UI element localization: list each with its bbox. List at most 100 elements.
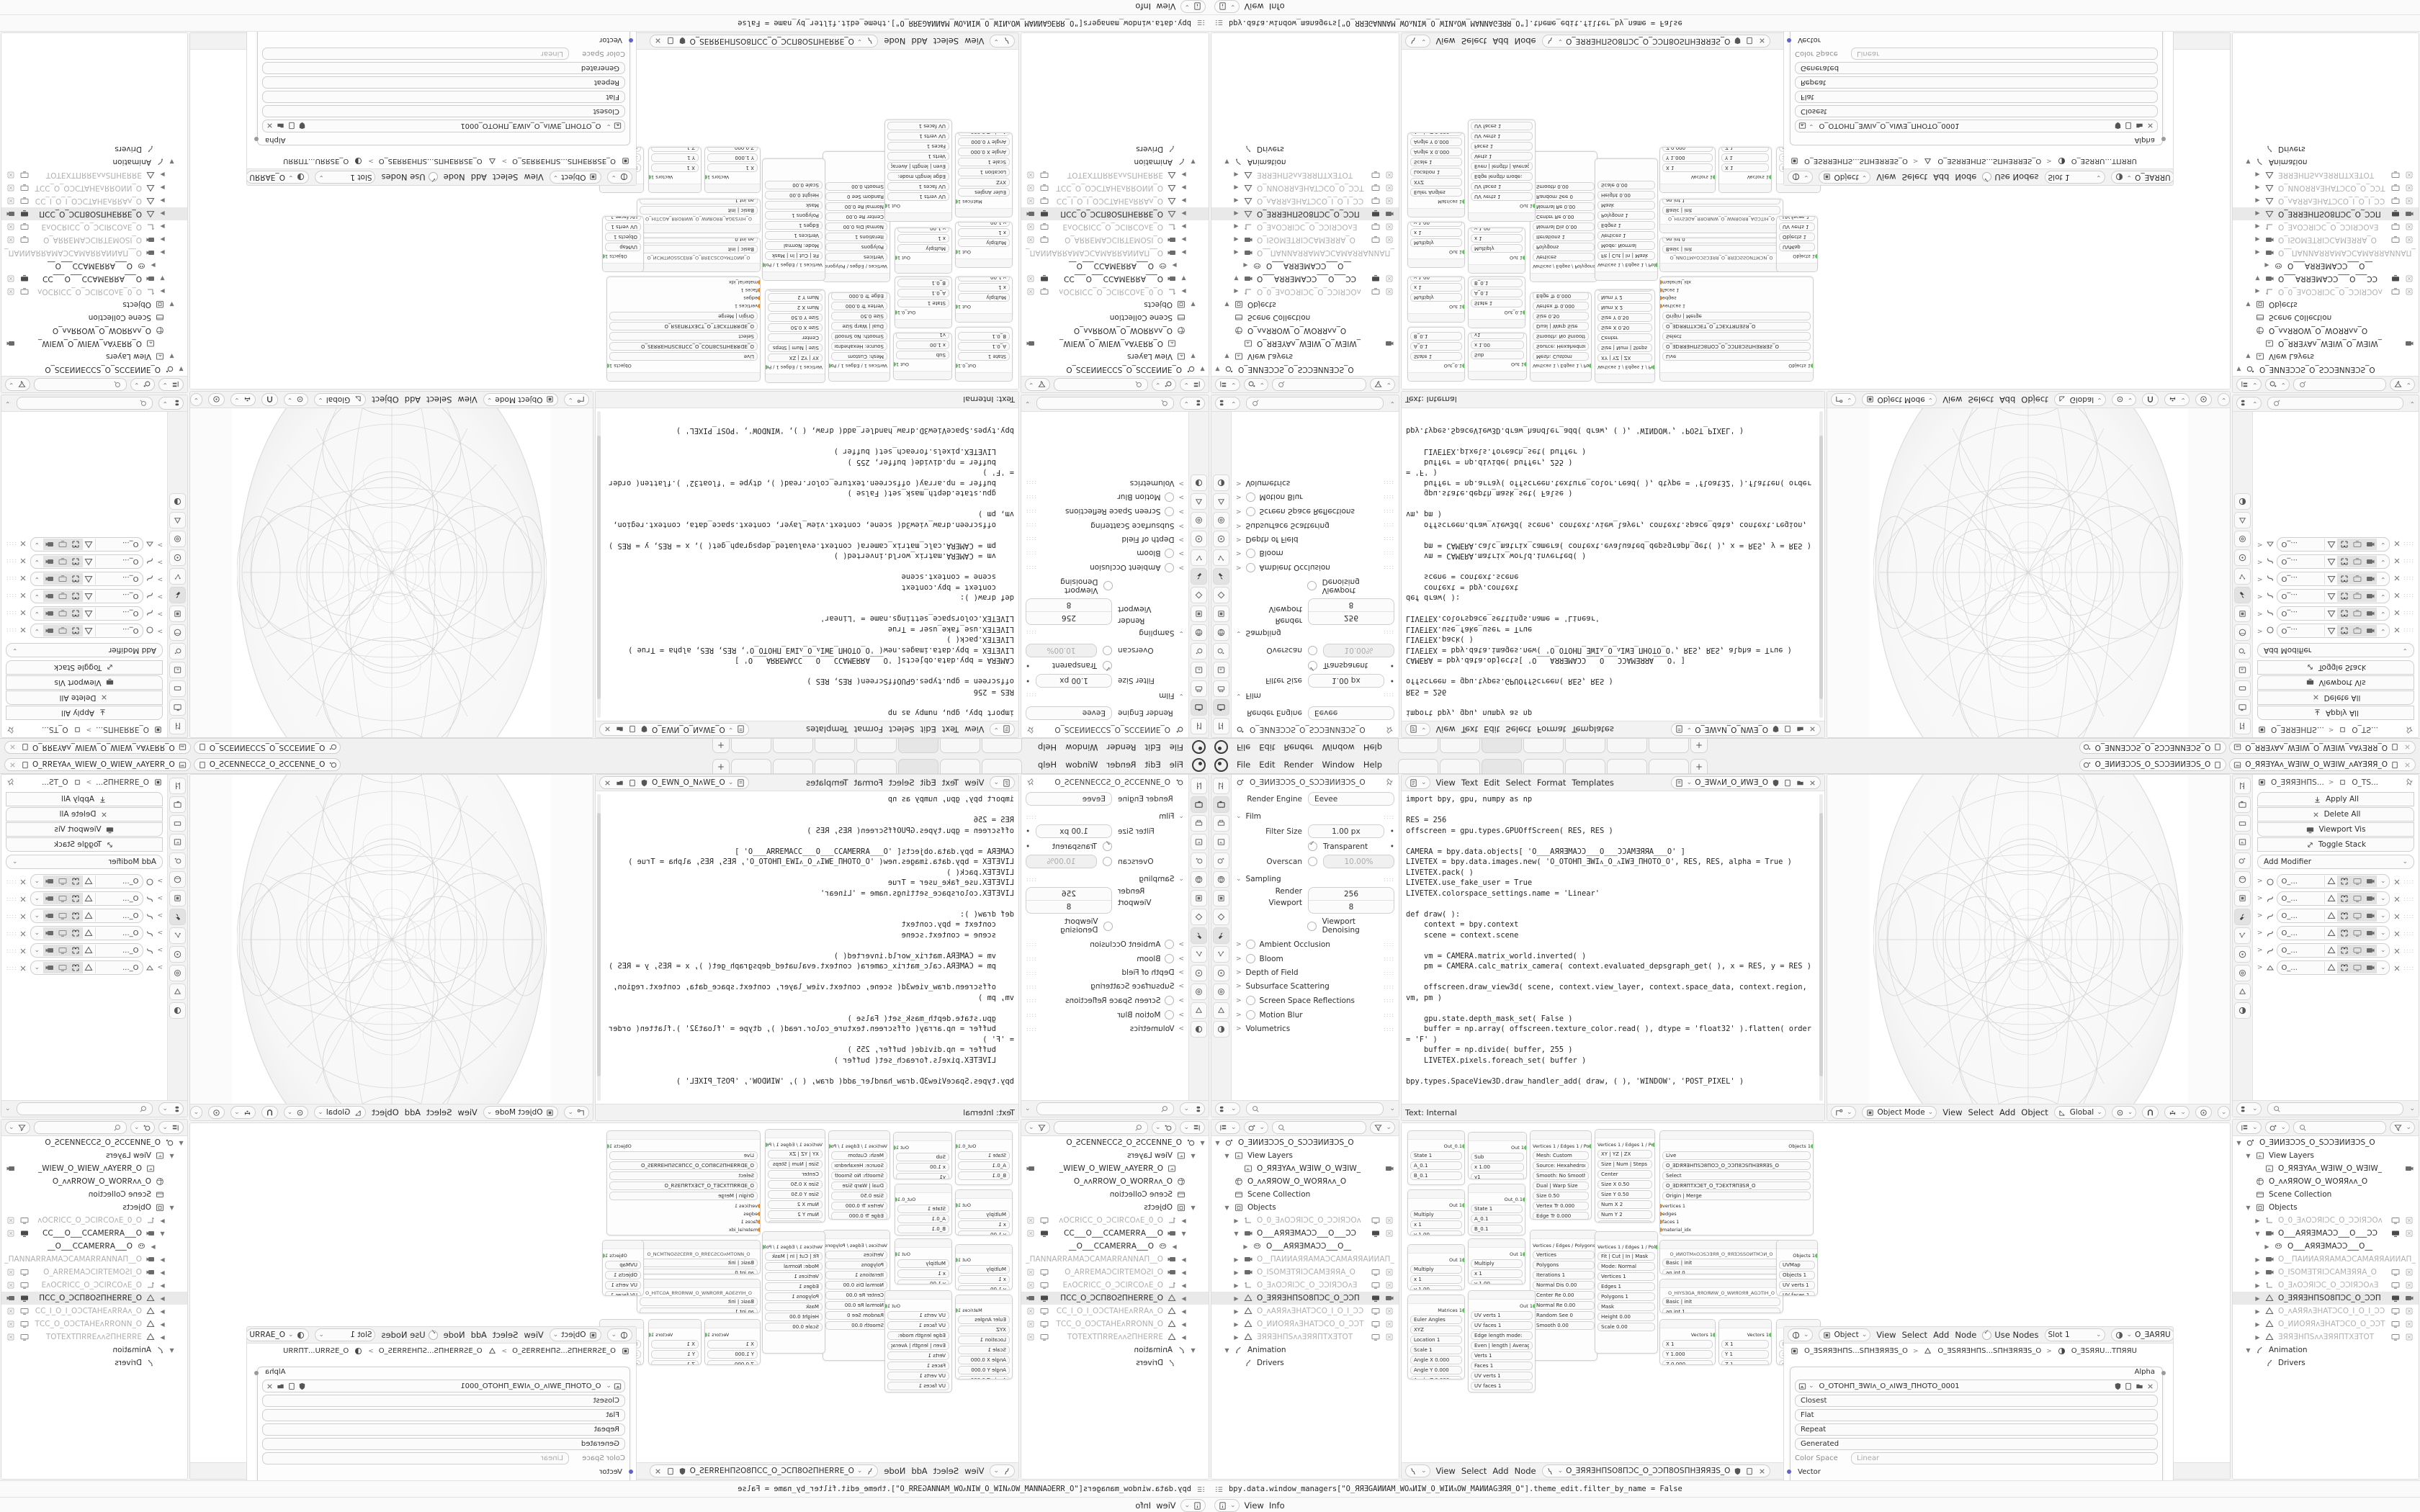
geo-menu-node[interactable]: Node (1514, 36, 1536, 46)
view-layer-tab-icon[interactable] (2234, 662, 2251, 678)
edit-mode-toggle-icon[interactable] (2324, 927, 2337, 939)
viewport-menu-select[interactable]: Select (426, 394, 452, 405)
pin-icon[interactable] (1026, 778, 1035, 787)
disclosure-closed-icon[interactable]: ▶ (1234, 236, 1239, 243)
modifier-row[interactable]: > O_... ⌄:::: (6, 926, 163, 940)
menu-help[interactable]: Help (1363, 742, 1383, 752)
hide-icon[interactable] (6, 183, 16, 193)
geo-menu-add[interactable]: Add (1492, 1466, 1509, 1476)
shader-menu-view[interactable]: View (1876, 172, 1896, 182)
node-output-socket[interactable]: Out 1 (893, 1143, 949, 1151)
realtime-toggle-icon[interactable] (2350, 625, 2364, 636)
node-field[interactable]: Fit | Cut | In | Mask (1597, 251, 1655, 260)
node-field[interactable]: Basic | init (1662, 1297, 1780, 1307)
modifier-pill[interactable]: O_... ⌄ (2276, 926, 2390, 940)
geo-menu-select[interactable]: Select (933, 1466, 959, 1476)
modifier-extras-dropdown[interactable]: ⌄ (30, 539, 44, 550)
material-selector[interactable]: ⌄ O_ƎAЯЯU (246, 1328, 310, 1341)
workspace-tab[interactable] (772, 759, 813, 773)
outliner-item[interactable]: O_ᴧᴧЯЯOW_O_WOЯЯᴧᴧ_O (1021, 1175, 1209, 1188)
node-field[interactable]: Euler Angles (958, 1315, 1010, 1325)
node-field[interactable]: Edge length mode: (887, 171, 949, 181)
modifier-name[interactable]: O_... (2281, 626, 2298, 635)
sampling-number-stack[interactable]: 256 8 (1026, 598, 1112, 625)
workspace-tab[interactable] (856, 739, 897, 753)
outliner-item[interactable]: ▼ Animation (2233, 1344, 2419, 1356)
text-menu-select[interactable]: Select (1505, 778, 1531, 788)
camera-icon[interactable] (6, 209, 16, 219)
disclosure-open-icon[interactable]: ▼ (160, 275, 165, 282)
monitor-on-icon[interactable] (19, 209, 30, 219)
node-field[interactable]: Size Y 0.50 (768, 1190, 823, 1200)
node-field[interactable]: x 1 (1410, 228, 1462, 237)
drag-dots[interactable]: :::: (6, 575, 17, 582)
node-input-socket[interactable]: faces 1 (1660, 1218, 1811, 1225)
disclosure-closed-icon[interactable]: > (2257, 895, 2263, 902)
outliner-item[interactable]: Scene Collection (1211, 1188, 1399, 1201)
close-icon[interactable] (2146, 1382, 2155, 1391)
outliner-item[interactable]: ▼ O___AЯЯƎMAƆƆ___O___ƆƆ (2233, 1227, 2419, 1240)
hide-icon[interactable] (1026, 170, 1036, 180)
outliner-editor-type-button[interactable]: ⌄ (1180, 1121, 1205, 1135)
node-header[interactable] (1660, 1320, 1715, 1329)
snap-mode-select[interactable]: ⌄ (2164, 392, 2190, 406)
add-modifier-button[interactable]: Add Modifier ⌄ (2257, 643, 2414, 657)
node-output-socket[interactable]: Out 1 (955, 248, 1010, 256)
workspace-tab[interactable] (1649, 759, 1690, 773)
monitor-icon[interactable] (1021, 1254, 1022, 1264)
realtime-toggle-icon[interactable] (56, 927, 70, 939)
outliner-item[interactable]: O_ЯЯƎYAᴧ_WƎIW_O_WƎIW_ (2233, 337, 2419, 350)
monitor-icon[interactable] (1039, 1215, 1049, 1225)
text-scrollbar[interactable] (597, 794, 601, 1102)
camera-icon[interactable] (6, 1293, 16, 1303)
shield-icon[interactable] (2113, 1382, 2123, 1391)
viewport-samples-value[interactable]: 8 (1309, 900, 1394, 913)
outliner-filter-button[interactable]: ⌄ (5, 377, 30, 391)
disclosure-closed-icon[interactable]: ▶ (2255, 1269, 2260, 1276)
modifier-extras-dropdown[interactable]: ⌄ (30, 573, 44, 585)
snap-mode-select[interactable]: ⌄ (230, 392, 256, 406)
monitor-icon[interactable] (2390, 1267, 2401, 1277)
edit-mode-display-toggle-icon[interactable] (2337, 539, 2351, 550)
monitor-icon[interactable] (2390, 170, 2401, 180)
drag-dots[interactable]: :::: (1026, 955, 1036, 962)
node-output-socket[interactable]: Vectors 1 (1721, 174, 1772, 181)
realtime-toggle-icon[interactable] (56, 556, 70, 567)
node-output-socket[interactable]: Objects 1 (606, 1142, 758, 1150)
node-output-socket[interactable]: Out 1 (1471, 254, 1525, 262)
node-field[interactable]: x 1.00 (896, 1163, 949, 1172)
viewport-3d-canvas[interactable] (1827, 408, 2230, 737)
shield-icon[interactable] (1771, 725, 1780, 734)
outliner-item[interactable]: O_ᴧᴧЯЯOW_O_WOЯЯᴧᴧ_O (1, 1175, 187, 1188)
render-samples-value[interactable]: 256 (1061, 889, 1077, 899)
disclosure-open-icon[interactable]: ▼ (2236, 366, 2241, 373)
info-menu-info[interactable]: Info (1135, 1500, 1152, 1511)
add-modifier-button[interactable]: Add Modifier ⌄ (2257, 855, 2414, 869)
info-menu-info[interactable]: Info (1135, 1, 1152, 12)
monitor-icon[interactable] (2390, 235, 2401, 245)
disclosure-closed-icon[interactable]: > (157, 541, 163, 548)
node-field[interactable]: an int 0 (640, 237, 758, 243)
node-field[interactable]: Vertices (825, 1251, 887, 1260)
node-field[interactable]: Smooth: No Smooth (831, 331, 887, 341)
node-field[interactable]: Y 1.000 (707, 1350, 758, 1359)
outliner-editor-type-button[interactable]: ⌄ (1180, 377, 1205, 391)
node-field[interactable]: Mode: Normal (1597, 1262, 1655, 1272)
modifier-name[interactable]: O_... (2281, 609, 2298, 618)
node-field[interactable]: UV verts 1 (1471, 1372, 1533, 1381)
workspace-tab[interactable] (1607, 739, 1648, 753)
render-engine-select[interactable]: Eevee (1026, 792, 1112, 806)
snap-target-button[interactable]: ⌄ (2111, 1106, 2137, 1120)
viewport-3d-canvas[interactable] (1827, 775, 2230, 1104)
modifier-name[interactable]: O_... (122, 626, 139, 635)
text-menu-templates[interactable]: Templates (1572, 724, 1614, 734)
disclosure-closed-icon[interactable]: ▶ (2255, 1308, 2260, 1315)
text-datablock-selector[interactable]: ⌄ O_ƎWᴧИ_O_ИWƎ_O (1670, 723, 1821, 736)
node-input-socket[interactable]: edges (1659, 294, 1811, 302)
node-field[interactable]: State 1 (1471, 298, 1523, 307)
node-field[interactable]: Scale 1 (958, 1346, 1010, 1355)
outliner-item[interactable]: ▶ O_ИИOЯЯᴧƎHATƆCO_O_ƆƆT (1, 1318, 187, 1331)
node-operation-select[interactable]: Multiply (958, 292, 1010, 302)
node-field[interactable]: Smooth 0.00 (825, 1321, 887, 1331)
outliner-item[interactable]: ▶ O_ISOMƎTЯIƆCAMƎЯЯA_O (1, 233, 187, 246)
